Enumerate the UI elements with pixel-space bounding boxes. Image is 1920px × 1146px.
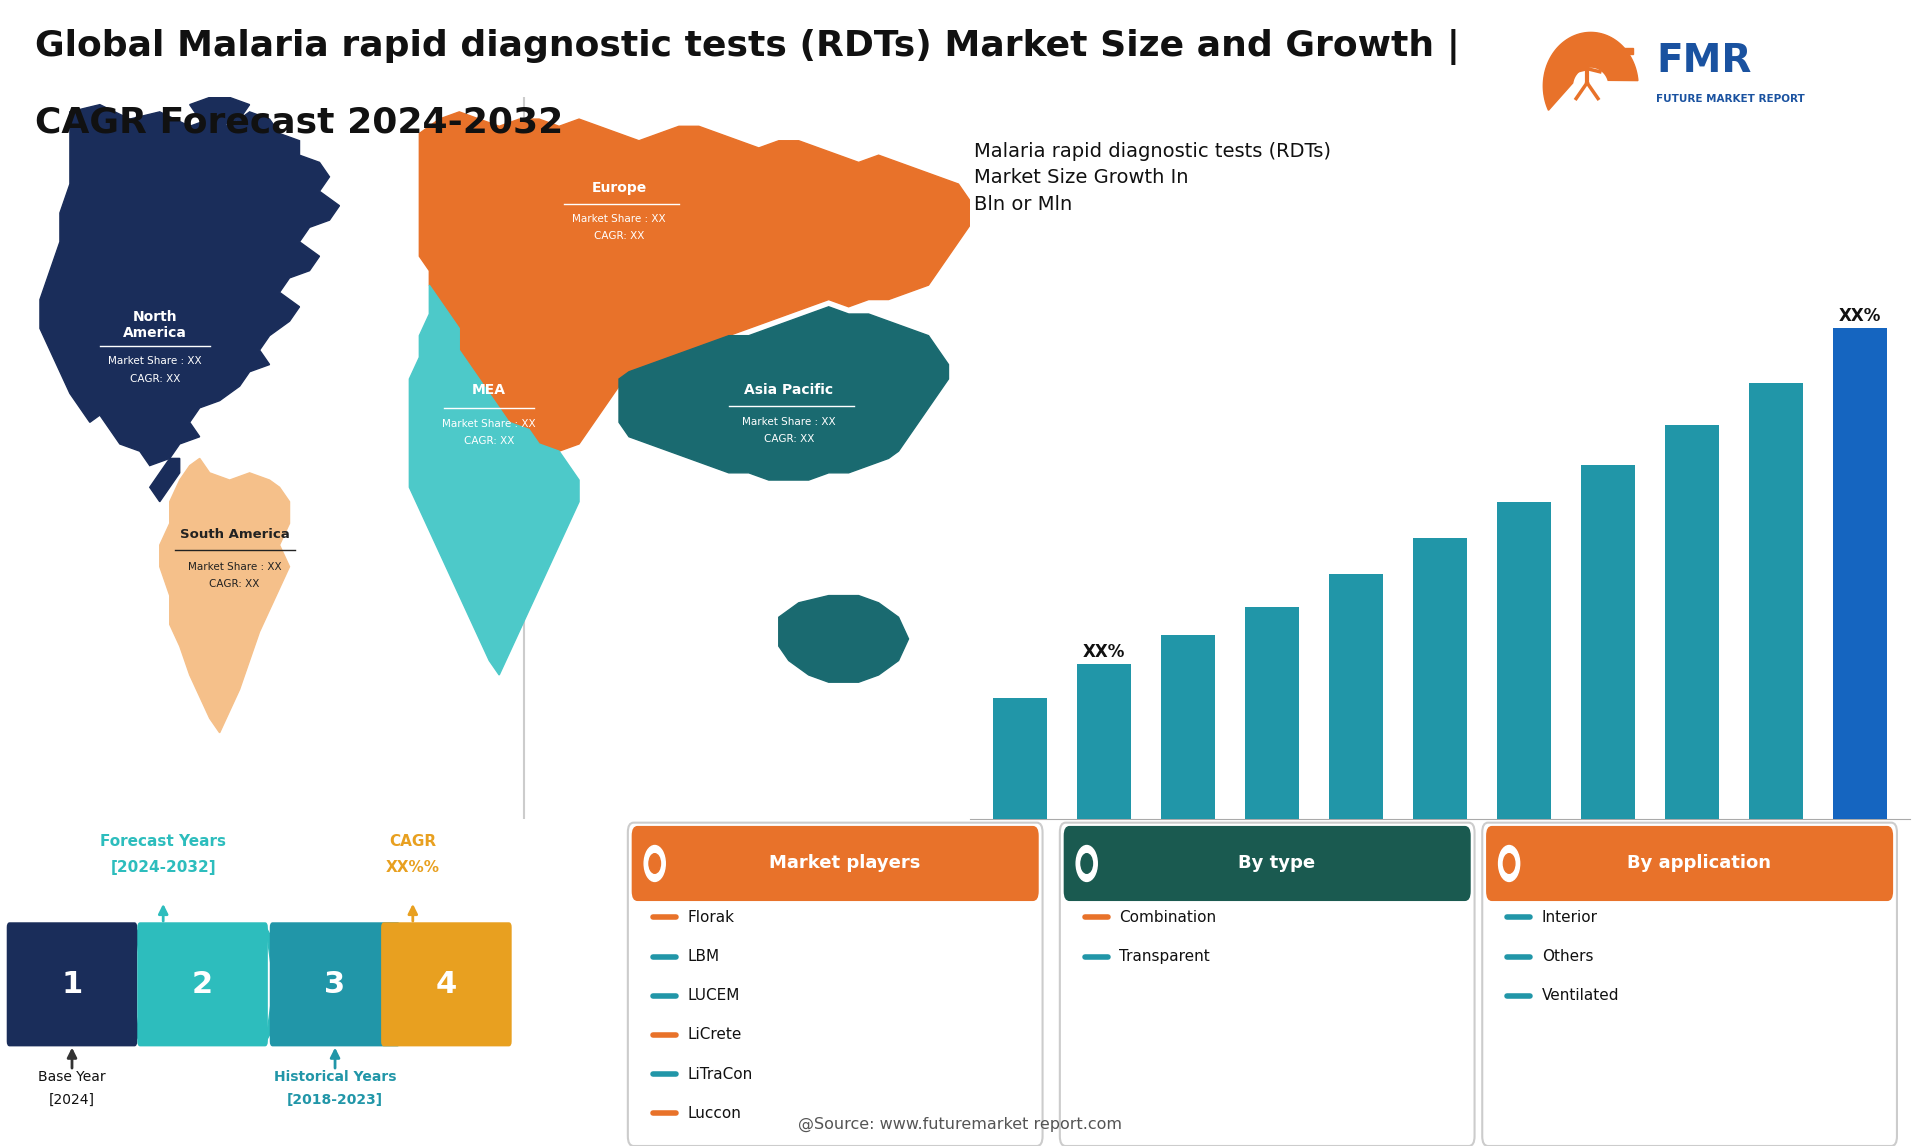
Text: LiTraCon: LiTraCon: [687, 1067, 753, 1082]
Text: FMR: FMR: [1657, 41, 1751, 80]
Text: Market Share : XX: Market Share : XX: [741, 417, 835, 427]
Text: CAGR: XX: CAGR: XX: [129, 374, 180, 384]
FancyBboxPatch shape: [6, 923, 136, 1046]
Text: LiCrete: LiCrete: [687, 1028, 741, 1043]
Circle shape: [1498, 846, 1519, 881]
FancyBboxPatch shape: [1482, 823, 1897, 1146]
Polygon shape: [150, 458, 180, 502]
Text: Luccon: Luccon: [687, 1106, 741, 1121]
Text: Market Share : XX: Market Share : XX: [442, 418, 536, 429]
Text: Market players: Market players: [770, 855, 920, 872]
Polygon shape: [190, 97, 250, 126]
Bar: [1244, 607, 1300, 819]
Text: Historical Years: Historical Years: [275, 1069, 396, 1084]
Text: CAGR: XX: CAGR: XX: [593, 231, 645, 241]
Text: FUTURE MARKET REPORT: FUTURE MARKET REPORT: [1657, 94, 1805, 103]
Text: LBM: LBM: [687, 949, 720, 964]
Text: CAGR: XX: CAGR: XX: [465, 437, 515, 446]
Bar: [1077, 665, 1131, 819]
Text: By application: By application: [1628, 855, 1770, 872]
Text: CAGR: XX: CAGR: XX: [209, 579, 259, 589]
Text: Forecast Years: Forecast Years: [100, 833, 227, 848]
Text: @Source: www.futuremarket report.com: @Source: www.futuremarket report.com: [799, 1117, 1121, 1132]
Polygon shape: [419, 112, 979, 452]
Text: South America: South America: [180, 527, 290, 541]
Text: Global Malaria rapid diagnostic tests (RDTs) Market Size and Growth |: Global Malaria rapid diagnostic tests (R…: [35, 29, 1459, 64]
Circle shape: [649, 854, 660, 873]
FancyBboxPatch shape: [136, 923, 267, 1046]
Polygon shape: [40, 104, 340, 465]
FancyBboxPatch shape: [380, 923, 511, 1046]
Text: Florak: Florak: [687, 910, 733, 925]
Bar: [1162, 635, 1215, 819]
Circle shape: [1503, 854, 1515, 873]
FancyBboxPatch shape: [632, 826, 1039, 901]
Text: Combination: Combination: [1119, 910, 1217, 925]
Bar: [1580, 465, 1636, 819]
Text: XX%%: XX%%: [386, 860, 440, 874]
Polygon shape: [134, 927, 148, 1042]
Text: Base Year: Base Year: [38, 1069, 106, 1084]
Bar: [1498, 502, 1551, 819]
Text: Interior: Interior: [1542, 910, 1597, 925]
Circle shape: [1081, 854, 1092, 873]
FancyBboxPatch shape: [269, 923, 399, 1046]
Text: 4: 4: [436, 970, 457, 999]
Polygon shape: [618, 307, 948, 480]
Text: [2024]: [2024]: [50, 1092, 94, 1107]
Circle shape: [1075, 846, 1098, 881]
Polygon shape: [159, 458, 290, 732]
Bar: [1329, 574, 1382, 819]
Text: XX%: XX%: [1839, 307, 1882, 325]
Text: Malaria rapid diagnostic tests (RDTs)
Market Size Growth In
Bln or Mln: Malaria rapid diagnostic tests (RDTs) Ma…: [973, 142, 1331, 213]
Text: CAGR Forecast 2024-2032: CAGR Forecast 2024-2032: [35, 105, 563, 140]
Text: 2: 2: [192, 970, 213, 999]
Text: Market Share : XX: Market Share : XX: [188, 562, 282, 572]
Bar: [1413, 537, 1467, 819]
Bar: [993, 698, 1046, 819]
Text: Market Share : XX: Market Share : XX: [572, 213, 666, 223]
Polygon shape: [265, 927, 278, 1042]
FancyBboxPatch shape: [628, 823, 1043, 1146]
Text: By type: By type: [1238, 855, 1315, 872]
FancyBboxPatch shape: [1486, 826, 1893, 901]
Text: Europe: Europe: [591, 181, 647, 195]
Text: Transparent: Transparent: [1119, 949, 1210, 964]
Circle shape: [645, 846, 664, 881]
Text: CAGR: CAGR: [390, 833, 436, 848]
Text: CAGR: XX: CAGR: XX: [764, 434, 814, 444]
Polygon shape: [399, 927, 411, 1042]
Text: [2018-2023]: [2018-2023]: [286, 1092, 384, 1107]
Polygon shape: [409, 285, 580, 675]
Text: XX%: XX%: [1083, 643, 1125, 661]
Text: LUCEM: LUCEM: [687, 988, 739, 1003]
Text: Others: Others: [1542, 949, 1594, 964]
Text: Asia Pacific: Asia Pacific: [745, 383, 833, 397]
Text: Market Share : XX: Market Share : XX: [108, 356, 202, 366]
Polygon shape: [1544, 32, 1638, 110]
Polygon shape: [780, 596, 908, 682]
Text: Ventilated: Ventilated: [1542, 988, 1619, 1003]
Bar: [1749, 383, 1803, 819]
Text: North
America: North America: [123, 309, 186, 340]
FancyBboxPatch shape: [1064, 826, 1471, 901]
Text: MEA: MEA: [472, 383, 507, 397]
Text: 3: 3: [324, 970, 346, 999]
FancyBboxPatch shape: [1060, 823, 1475, 1146]
Text: 1: 1: [61, 970, 83, 999]
Bar: [1834, 328, 1887, 819]
Bar: [1619, 48, 1632, 54]
Bar: [1665, 425, 1718, 819]
Text: [2024-2032]: [2024-2032]: [109, 860, 217, 874]
